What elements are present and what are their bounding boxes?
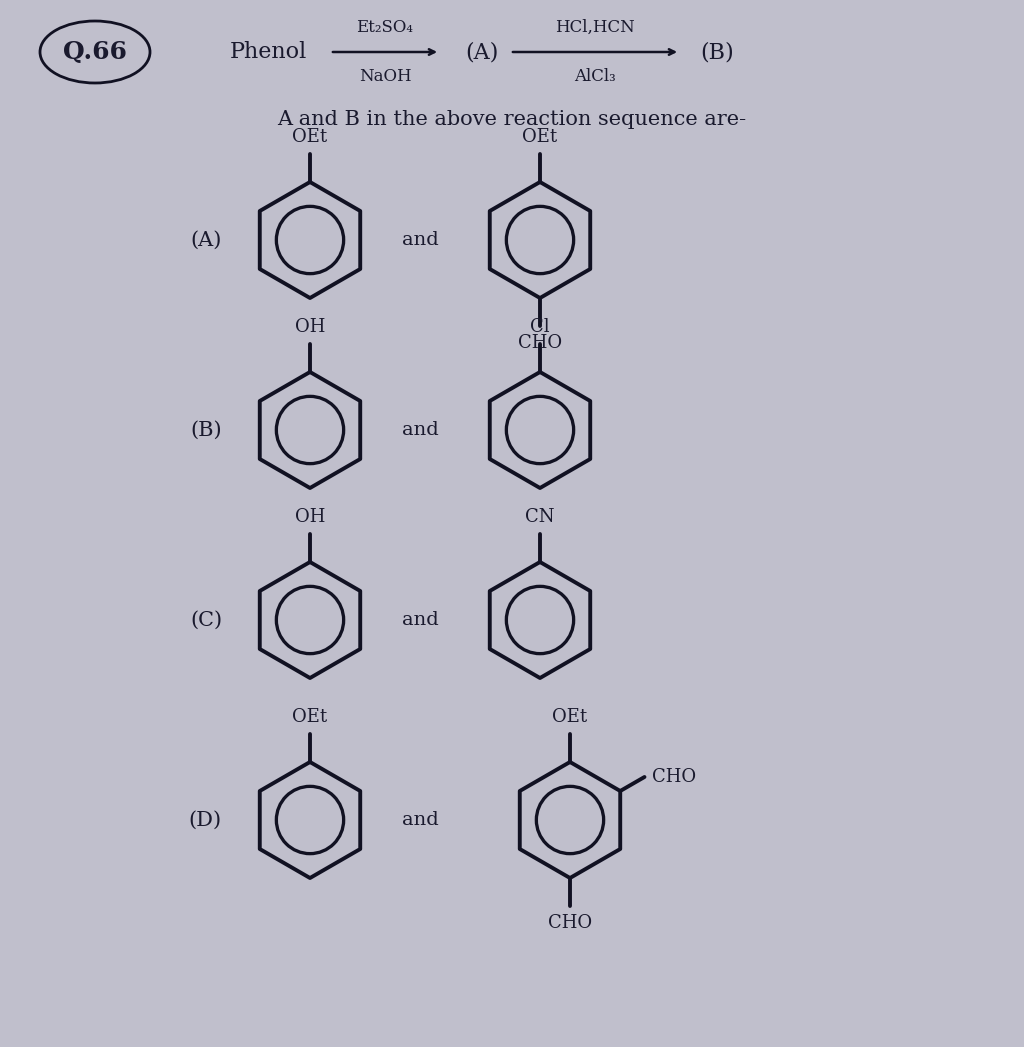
Text: OEt: OEt: [293, 128, 328, 146]
Text: OH: OH: [295, 508, 326, 526]
Text: CHO: CHO: [518, 334, 562, 352]
Text: (D): (D): [188, 810, 222, 829]
Text: OEt: OEt: [552, 708, 588, 726]
Text: and: and: [401, 811, 438, 829]
Text: Q.66: Q.66: [63, 40, 127, 64]
Text: OEt: OEt: [522, 128, 557, 146]
Text: CHO: CHO: [652, 768, 696, 786]
Text: (A): (A): [190, 230, 222, 249]
Text: A and B in the above reaction sequence are-: A and B in the above reaction sequence a…: [278, 110, 746, 129]
Text: OH: OH: [295, 318, 326, 336]
Text: AlCl₃: AlCl₃: [574, 68, 615, 85]
Text: Phenol: Phenol: [230, 41, 307, 63]
Text: Et₂SO₄: Et₂SO₄: [356, 19, 414, 36]
Text: and: and: [401, 231, 438, 249]
Text: (B): (B): [190, 421, 222, 440]
Text: Cl: Cl: [530, 318, 550, 336]
Text: and: and: [401, 611, 438, 629]
Text: (C): (C): [189, 610, 222, 629]
Text: OEt: OEt: [293, 708, 328, 726]
Text: (A): (A): [465, 41, 499, 63]
Text: NaOH: NaOH: [358, 68, 412, 85]
Text: (B): (B): [700, 41, 734, 63]
Text: and: and: [401, 421, 438, 439]
Text: CHO: CHO: [548, 914, 592, 932]
Text: CN: CN: [525, 508, 555, 526]
Text: HCl,HCN: HCl,HCN: [555, 19, 635, 36]
